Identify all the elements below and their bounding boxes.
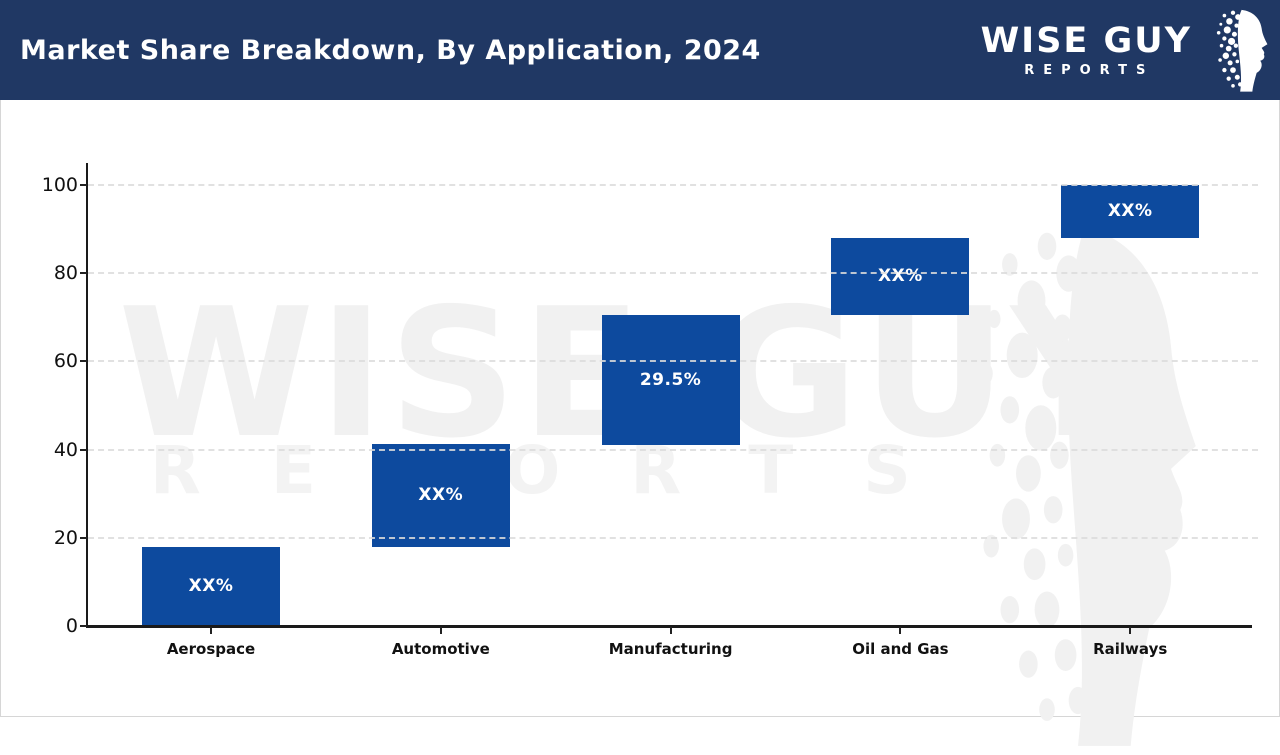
y-tick-mark-0 [80,625,87,627]
bar-manufacturing: 29.5% [601,315,740,446]
category-label-3: Oil and Gas [852,640,949,658]
bar-automotive: XX% [371,444,510,547]
category-label-4: Railways [1093,640,1168,658]
y-axis-line [86,163,88,628]
gridline-20 [88,536,1258,539]
x-tick-mark-0 [210,627,212,634]
category-label-0: Aerospace [166,640,256,658]
y-tick-mark-80 [80,272,87,275]
bar-value-label: XX% [188,576,234,597]
y-tick-label-20: 20 [53,526,78,549]
y-tick-mark-100 [80,184,87,186]
gridline-100 [88,184,1258,186]
y-tick-label-0: 0 [65,615,78,637]
bar-value-label: 29.5% [639,370,702,391]
gridline-40 [88,448,1258,451]
brand-subname: REPORTS [1024,62,1155,78]
y-tick-mark-40 [80,448,87,451]
wiseguy-head-icon [1216,9,1268,92]
y-tick-label-100: 100 [41,174,78,196]
x-tick-mark-2 [669,627,672,634]
bar-oil-and-gas: XX% [831,237,970,316]
header-bar: Market Share Breakdown, By Application, … [0,0,1280,100]
watermark-brand-subname: REPORTS [150,432,981,509]
x-tick-mark-4 [1129,627,1132,634]
bar-railways: XX% [1061,185,1200,238]
y-tick-mark-60 [80,360,87,363]
y-tick-mark-20 [80,536,87,539]
category-label-1: Automotive [391,640,490,658]
y-tick-label-40: 40 [53,438,78,461]
category-label-2: Manufacturing [608,640,733,658]
x-tick-mark-1 [439,627,442,634]
page-title: Market Share Breakdown, By Application, … [20,34,761,66]
brand-logo: WISE GUY REPORTS [981,6,1270,94]
y-tick-label-60: 60 [53,350,78,373]
bar-value-label: XX% [878,266,923,287]
y-tick-label-80: 80 [53,262,78,285]
plot-area: WISE GUY REPORTS 0 20 40 60 80 100 XX% Aerospac… [0,100,1280,746]
bar-aerospace: XX% [142,546,280,626]
brand-name: WISE GUY [980,20,1192,61]
bar-value-label: XX% [1107,201,1153,222]
gridline-80 [88,272,1258,275]
x-tick-mark-3 [899,627,902,634]
x-axis-line [86,625,1252,628]
bar-value-label: XX% [418,485,464,506]
gridline-60 [88,360,1258,363]
brand-logo-text: WISE GUY REPORTS [980,20,1192,78]
